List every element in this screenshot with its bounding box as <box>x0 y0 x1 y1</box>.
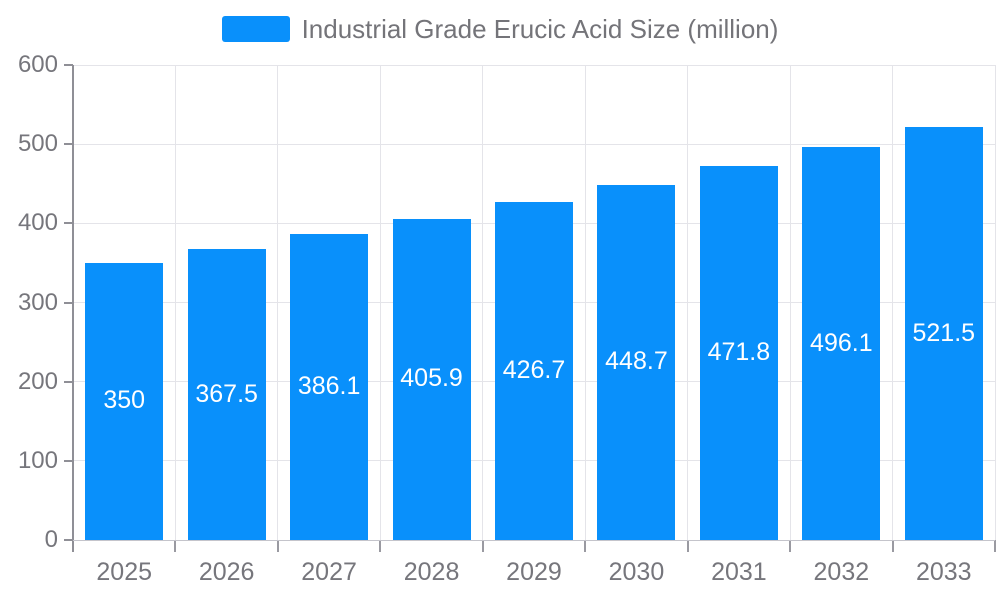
x-axis-tick <box>276 540 279 552</box>
chart-legend[interactable]: Industrial Grade Erucic Acid Size (milli… <box>0 14 1000 44</box>
bar-2027[interactable] <box>290 234 369 540</box>
v-gridline <box>892 65 894 540</box>
y-axis-tick <box>64 380 73 383</box>
v-gridline <box>994 65 996 540</box>
v-gridline <box>482 65 484 540</box>
h-gridline <box>73 64 995 66</box>
v-gridline <box>379 65 381 540</box>
v-gridline <box>174 65 176 540</box>
y-axis-tick-label: 300 <box>17 288 58 316</box>
y-axis-tick-label: 0 <box>44 526 58 553</box>
x-axis-tick-label: 2030 <box>608 558 665 586</box>
x-axis-tick <box>789 540 792 552</box>
bar-2029[interactable] <box>495 202 573 540</box>
y-axis-tick <box>64 222 73 225</box>
y-axis-tick-label: 400 <box>17 209 58 237</box>
x-axis-tick <box>379 540 382 552</box>
v-gridline <box>789 65 791 540</box>
x-axis-tick-label: 2027 <box>301 558 357 586</box>
bar-value-label: 426.7 <box>502 356 566 385</box>
bar-value-label: 367.5 <box>195 379 258 408</box>
x-axis-tick-label: 2031 <box>711 558 767 586</box>
bar-2030[interactable] <box>597 184 676 540</box>
x-axis-tick-label: 2033 <box>915 558 972 586</box>
bar-2026[interactable] <box>187 249 266 540</box>
bar-value-label: 521.5 <box>912 318 976 347</box>
v-gridline <box>687 65 689 540</box>
bar-value-label: 350 <box>103 386 146 415</box>
legend-label: Industrial Grade Erucic Acid Size (milli… <box>301 14 779 44</box>
y-axis-line <box>72 65 74 552</box>
v-gridline <box>277 65 279 540</box>
v-gridline <box>584 65 586 540</box>
bar-2033[interactable] <box>904 127 983 540</box>
y-axis-tick <box>64 64 73 66</box>
y-axis-tick <box>64 539 73 541</box>
bar-value-label: 471.8 <box>707 338 771 367</box>
y-axis-tick-label: 200 <box>17 367 58 395</box>
y-axis-tick <box>64 143 73 146</box>
x-axis-tick <box>584 540 587 552</box>
bar-2025[interactable] <box>85 262 164 540</box>
x-axis-tick-label: 2029 <box>506 558 562 586</box>
x-axis-tick-label: 2032 <box>813 558 870 586</box>
bar-2031[interactable] <box>699 166 778 540</box>
x-axis-line <box>73 540 995 541</box>
bar-value-label: 496.1 <box>810 328 873 357</box>
x-axis-tick <box>891 540 894 552</box>
bar-value-label: 386.1 <box>297 372 361 401</box>
x-axis-tick-label: 2026 <box>198 558 255 586</box>
bar-value-label: 448.7 <box>605 347 668 376</box>
h-gridline <box>73 143 995 145</box>
y-axis-tick-label: 100 <box>17 446 58 474</box>
y-axis-tick <box>64 459 73 462</box>
y-axis-tick <box>64 301 73 304</box>
bar-2028[interactable] <box>392 218 471 540</box>
bar-2032[interactable] <box>802 147 881 540</box>
x-axis-tick <box>994 540 996 552</box>
x-axis-tick <box>481 540 484 552</box>
legend-swatch-icon <box>221 16 290 42</box>
y-axis-tick-label: 500 <box>17 130 58 158</box>
x-axis-tick-label: 2025 <box>96 558 153 586</box>
y-axis-tick-label: 600 <box>17 51 58 78</box>
x-axis-tick <box>174 540 177 552</box>
bar-value-label: 405.9 <box>400 364 463 393</box>
x-axis-tick <box>686 540 689 552</box>
x-axis-tick-label: 2028 <box>403 558 460 586</box>
